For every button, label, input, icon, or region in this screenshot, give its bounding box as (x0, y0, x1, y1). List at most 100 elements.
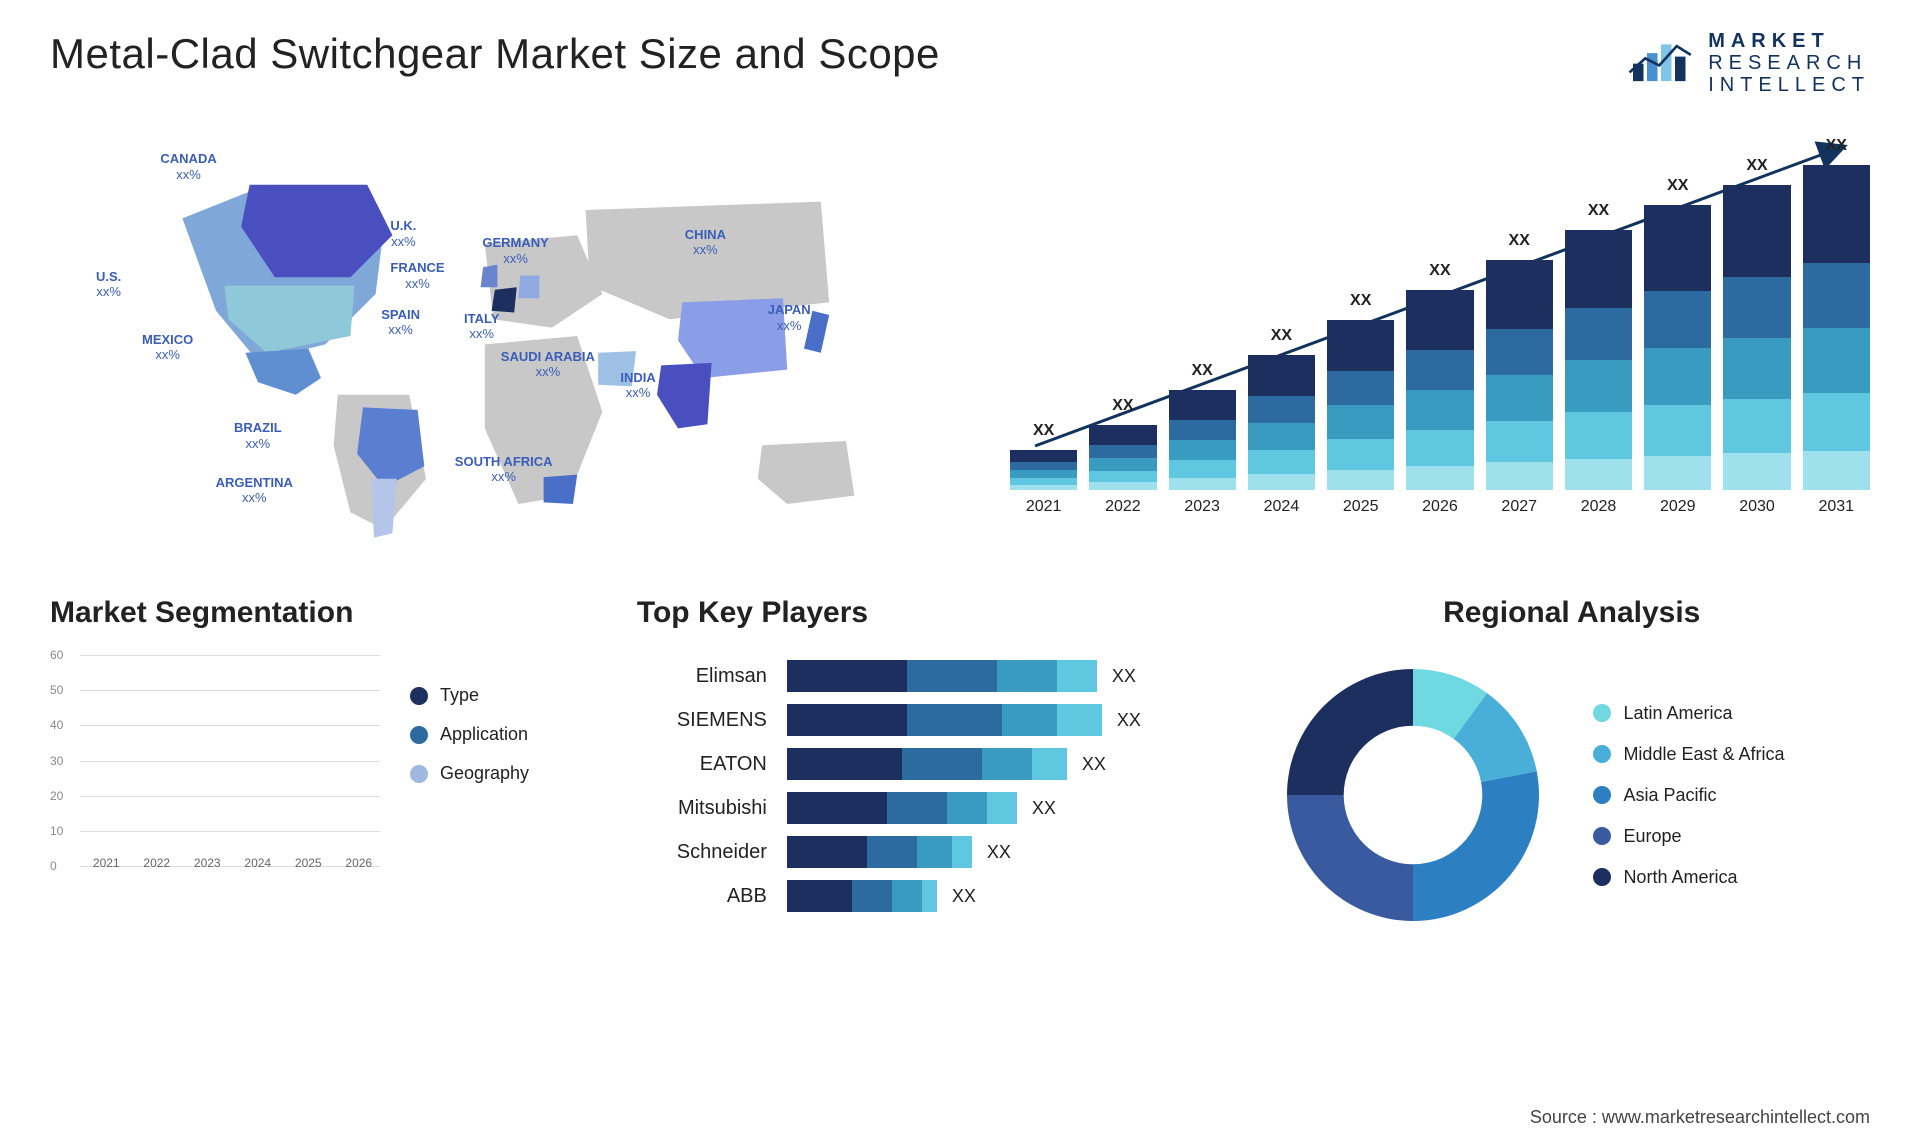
map-label-china: CHINAxx% (685, 227, 726, 258)
world-map: CANADAxx%U.S.xx%MEXICOxx%BRAZILxx%ARGENT… (50, 126, 970, 546)
player-name: SIEMENS (637, 704, 767, 736)
player-bars: XX XX XX XX XX XX (787, 655, 1234, 912)
growth-bar: XX2025 (1327, 320, 1394, 516)
player-value: XX (1117, 710, 1141, 731)
bar-value-label: XX (1588, 202, 1609, 220)
year-label: 2030 (1739, 498, 1775, 516)
player-bar: XX (787, 792, 1234, 824)
regional-analysis-section: Regional Analysis Latin AmericaMiddle Ea… (1273, 596, 1870, 935)
player-name: ABB (637, 880, 767, 912)
growth-bar-chart: XX2021XX2022XX2023XX2024XX2025XX2026XX20… (1010, 126, 1870, 546)
year-label: 2024 (1264, 498, 1300, 516)
bar-value-label: XX (1746, 157, 1767, 175)
source-attribution: Source : www.marketresearchintellect.com (1530, 1107, 1870, 1128)
map-label-uk: U.K.xx% (390, 218, 416, 249)
map-label-italy: ITALYxx% (464, 311, 499, 342)
seg-bar: 2021 (85, 850, 128, 870)
legend-item: Latin America (1593, 703, 1784, 724)
player-name: Elimsan (637, 660, 767, 692)
growth-bar: XX2023 (1169, 390, 1236, 516)
growth-bar: XX2027 (1486, 260, 1553, 516)
legend-item: Asia Pacific (1593, 785, 1784, 806)
legend-item: Geography (410, 763, 529, 784)
year-label: 2022 (1105, 498, 1141, 516)
growth-bar: XX2031 (1803, 165, 1870, 516)
section-title: Top Key Players (637, 596, 1234, 630)
seg-bar: 2022 (136, 850, 179, 870)
bar-value-label: XX (1271, 327, 1292, 345)
map-region-uk (481, 265, 498, 288)
page-title: Metal-Clad Switchgear Market Size and Sc… (50, 30, 940, 78)
map-label-india: INDIAxx% (620, 370, 655, 401)
section-title: Market Segmentation (50, 596, 597, 630)
player-value: XX (1082, 754, 1106, 775)
brand-logo: MARKET RESEARCH INTELLECT (1626, 30, 1870, 96)
bar-value-label: XX (1429, 262, 1450, 280)
player-name: Mitsubishi (637, 792, 767, 824)
map-region-france (492, 287, 517, 312)
growth-bar: XX2024 (1248, 355, 1315, 516)
donut-slice (1287, 669, 1413, 795)
map-region-india (657, 363, 712, 429)
growth-bar: XX2022 (1089, 425, 1156, 516)
market-segmentation-section: Market Segmentation 01020304050602021202… (50, 596, 597, 935)
map-label-us: U.S.xx% (96, 269, 121, 300)
donut-slice (1413, 771, 1539, 921)
player-value: XX (987, 842, 1011, 863)
seg-bar: 2026 (338, 850, 381, 870)
map-label-france: FRANCExx% (390, 260, 444, 291)
map-region-mexico (245, 349, 321, 395)
legend-item: Application (410, 724, 529, 745)
growth-bar: XX2028 (1565, 230, 1632, 516)
year-label: 2027 (1501, 498, 1537, 516)
map-label-argentina: ARGENTINAxx% (216, 475, 293, 506)
legend-item: North America (1593, 867, 1784, 888)
year-label: 2023 (1184, 498, 1220, 516)
seg-bar: 2025 (287, 850, 330, 870)
player-names: Elimsan SIEMENS EATON Mitsubishi Schneider AB… (637, 655, 767, 912)
regional-legend: Latin AmericaMiddle East & AfricaAsia Pa… (1593, 703, 1784, 888)
player-value: XX (1032, 798, 1056, 819)
map-label-brazil: BRAZILxx% (234, 420, 282, 451)
segmentation-legend: TypeApplicationGeography (410, 655, 529, 895)
donut-slice (1287, 795, 1413, 921)
logo-icon (1626, 36, 1696, 91)
header: Metal-Clad Switchgear Market Size and Sc… (50, 30, 1870, 96)
player-name: Schneider (637, 836, 767, 868)
year-label: 2031 (1818, 498, 1854, 516)
bottom-row: Market Segmentation 01020304050602021202… (50, 596, 1870, 935)
map-label-southafrica: SOUTH AFRICAxx% (455, 454, 553, 485)
player-bar: XX (787, 704, 1234, 736)
bar-value-label: XX (1350, 292, 1371, 310)
year-label: 2021 (1026, 498, 1062, 516)
map-label-saudiarabia: SAUDI ARABIAxx% (501, 349, 595, 380)
bar-value-label: XX (1509, 232, 1530, 250)
player-value: XX (1112, 666, 1136, 687)
bar-value-label: XX (1191, 362, 1212, 380)
map-region-australia (758, 441, 855, 504)
map-region-argentina (371, 479, 396, 538)
player-bar: XX (787, 880, 1234, 912)
player-name: EATON (637, 748, 767, 780)
regional-donut-chart (1273, 655, 1553, 935)
player-bar: XX (787, 836, 1234, 868)
map-label-japan: JAPANxx% (768, 302, 811, 333)
year-label: 2026 (1422, 498, 1458, 516)
map-region-germany (518, 276, 539, 299)
seg-bar: 2024 (237, 850, 280, 870)
section-title: Regional Analysis (1273, 596, 1870, 630)
bar-value-label: XX (1826, 137, 1847, 155)
growth-bar: XX2030 (1723, 185, 1790, 516)
bar-value-label: XX (1033, 422, 1054, 440)
logo-text: MARKET RESEARCH INTELLECT (1708, 30, 1870, 96)
player-bar: XX (787, 660, 1234, 692)
map-label-germany: GERMANYxx% (482, 235, 548, 266)
top-row: CANADAxx%U.S.xx%MEXICOxx%BRAZILxx%ARGENT… (50, 126, 1870, 546)
bar-value-label: XX (1112, 397, 1133, 415)
segmentation-chart: 0102030405060202120222023202420252026 (50, 655, 380, 895)
year-label: 2025 (1343, 498, 1379, 516)
growth-bar: XX2026 (1406, 290, 1473, 516)
bar-value-label: XX (1667, 177, 1688, 195)
year-label: 2029 (1660, 498, 1696, 516)
growth-bar: XX2021 (1010, 450, 1077, 516)
